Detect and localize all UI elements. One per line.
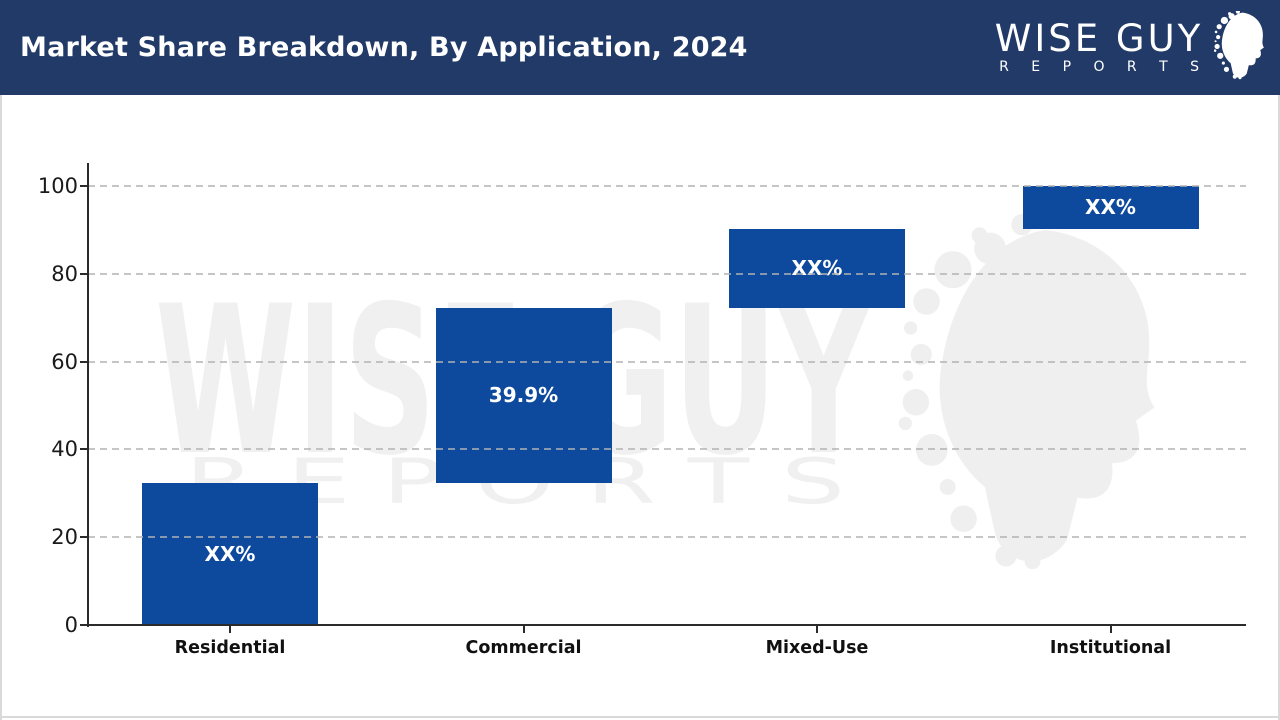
bar-value-label: XX%: [1085, 195, 1136, 220]
y-tick-mark: [80, 185, 88, 187]
page-border-bottom: [0, 716, 1280, 718]
gridline-60: [88, 360, 1246, 363]
gridline-20: [88, 536, 1246, 539]
y-tick-mark: [80, 536, 88, 539]
chart-title: Market Share Breakdown, By Application, …: [20, 32, 748, 63]
y-tick-mark: [80, 624, 88, 626]
y-tick-label: 100: [37, 174, 78, 198]
y-tick-mark: [80, 360, 88, 363]
x-tick-mark: [522, 626, 525, 633]
bar-commercial: 39.9%: [435, 307, 612, 483]
x-tick-mark: [816, 626, 818, 633]
x-category-label-mixed-use: Mixed-Use: [765, 638, 869, 658]
x-tick-mark: [229, 626, 231, 633]
page-border-left: [0, 95, 2, 720]
wise-guy-logo: WISE GUY R E P O R T S: [990, 11, 1280, 84]
bar-mixed-use: XX%: [729, 228, 905, 308]
gridline-80: [88, 272, 1246, 275]
y-tick-label: 20: [51, 525, 78, 550]
page-border-right: [1278, 95, 1280, 720]
gridline-40: [88, 448, 1246, 451]
bar-value-label: XX%: [791, 256, 843, 281]
y-tick-mark: [80, 448, 88, 451]
x-category-label-institutional: Institutional: [1049, 638, 1172, 658]
bar-value-label: XX%: [204, 541, 256, 566]
y-tick-label: 40: [51, 437, 78, 462]
bar-institutional: XX%: [1022, 186, 1199, 229]
y-axis-spine: [87, 163, 89, 627]
bar-residential: XX%: [142, 482, 318, 625]
bar-value-label: 39.9%: [488, 383, 559, 408]
x-tick-mark: [1109, 626, 1112, 633]
logo-subtext: R E P O R T S: [999, 59, 1208, 76]
y-tick-mark: [80, 272, 88, 275]
logo-head-icon: [1214, 11, 1264, 80]
y-tick-label: 80: [51, 261, 78, 286]
x-category-label-residential: Residential: [174, 638, 286, 658]
logo-wordmark: WISE GUY: [994, 16, 1204, 60]
y-tick-label: 0: [64, 613, 78, 637]
header-bar: Market Share Breakdown, By Application, …: [0, 0, 1280, 95]
y-tick-label: 60: [51, 349, 78, 374]
x-axis-spine: [87, 624, 1246, 626]
gridline-100: [88, 185, 1246, 187]
x-category-label-commercial: Commercial: [465, 638, 582, 658]
